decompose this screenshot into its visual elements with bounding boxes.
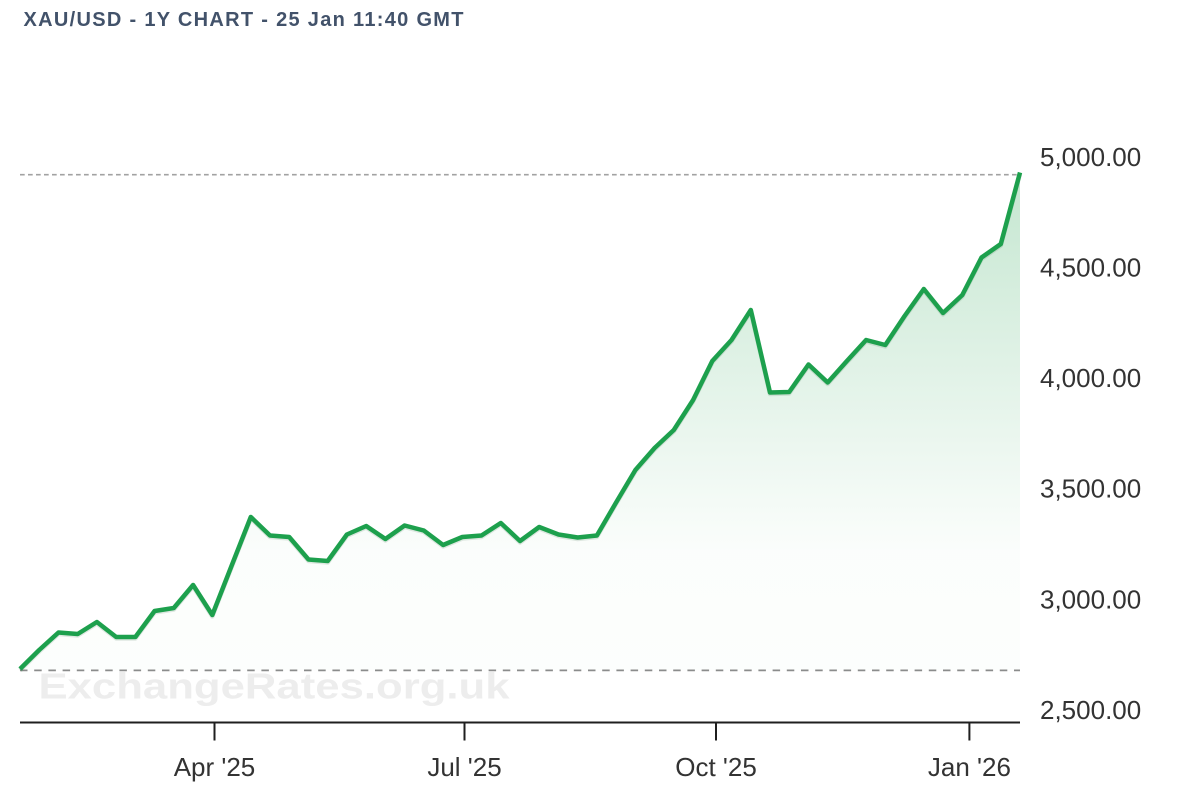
svg-text:3,000.00: 3,000.00	[1040, 584, 1141, 614]
svg-text:XAU/USD - 1Y CHART - 25 Jan 11: XAU/USD - 1Y CHART - 25 Jan 11:40 GMT	[24, 9, 464, 31]
svg-text:Jul '25: Jul '25	[427, 752, 501, 782]
svg-text:ExchangeRates.org.uk: ExchangeRates.org.uk	[39, 666, 511, 707]
svg-text:Apr '25: Apr '25	[174, 752, 256, 782]
svg-text:2,500.00: 2,500.00	[1040, 695, 1141, 725]
svg-text:3,500.00: 3,500.00	[1040, 474, 1141, 504]
svg-text:Oct '25: Oct '25	[675, 752, 757, 782]
svg-text:4,500.00: 4,500.00	[1040, 252, 1141, 282]
svg-text:Jan '26: Jan '26	[928, 752, 1011, 782]
svg-text:4,000.00: 4,000.00	[1040, 363, 1141, 393]
svg-text:5,000.00: 5,000.00	[1040, 142, 1141, 172]
